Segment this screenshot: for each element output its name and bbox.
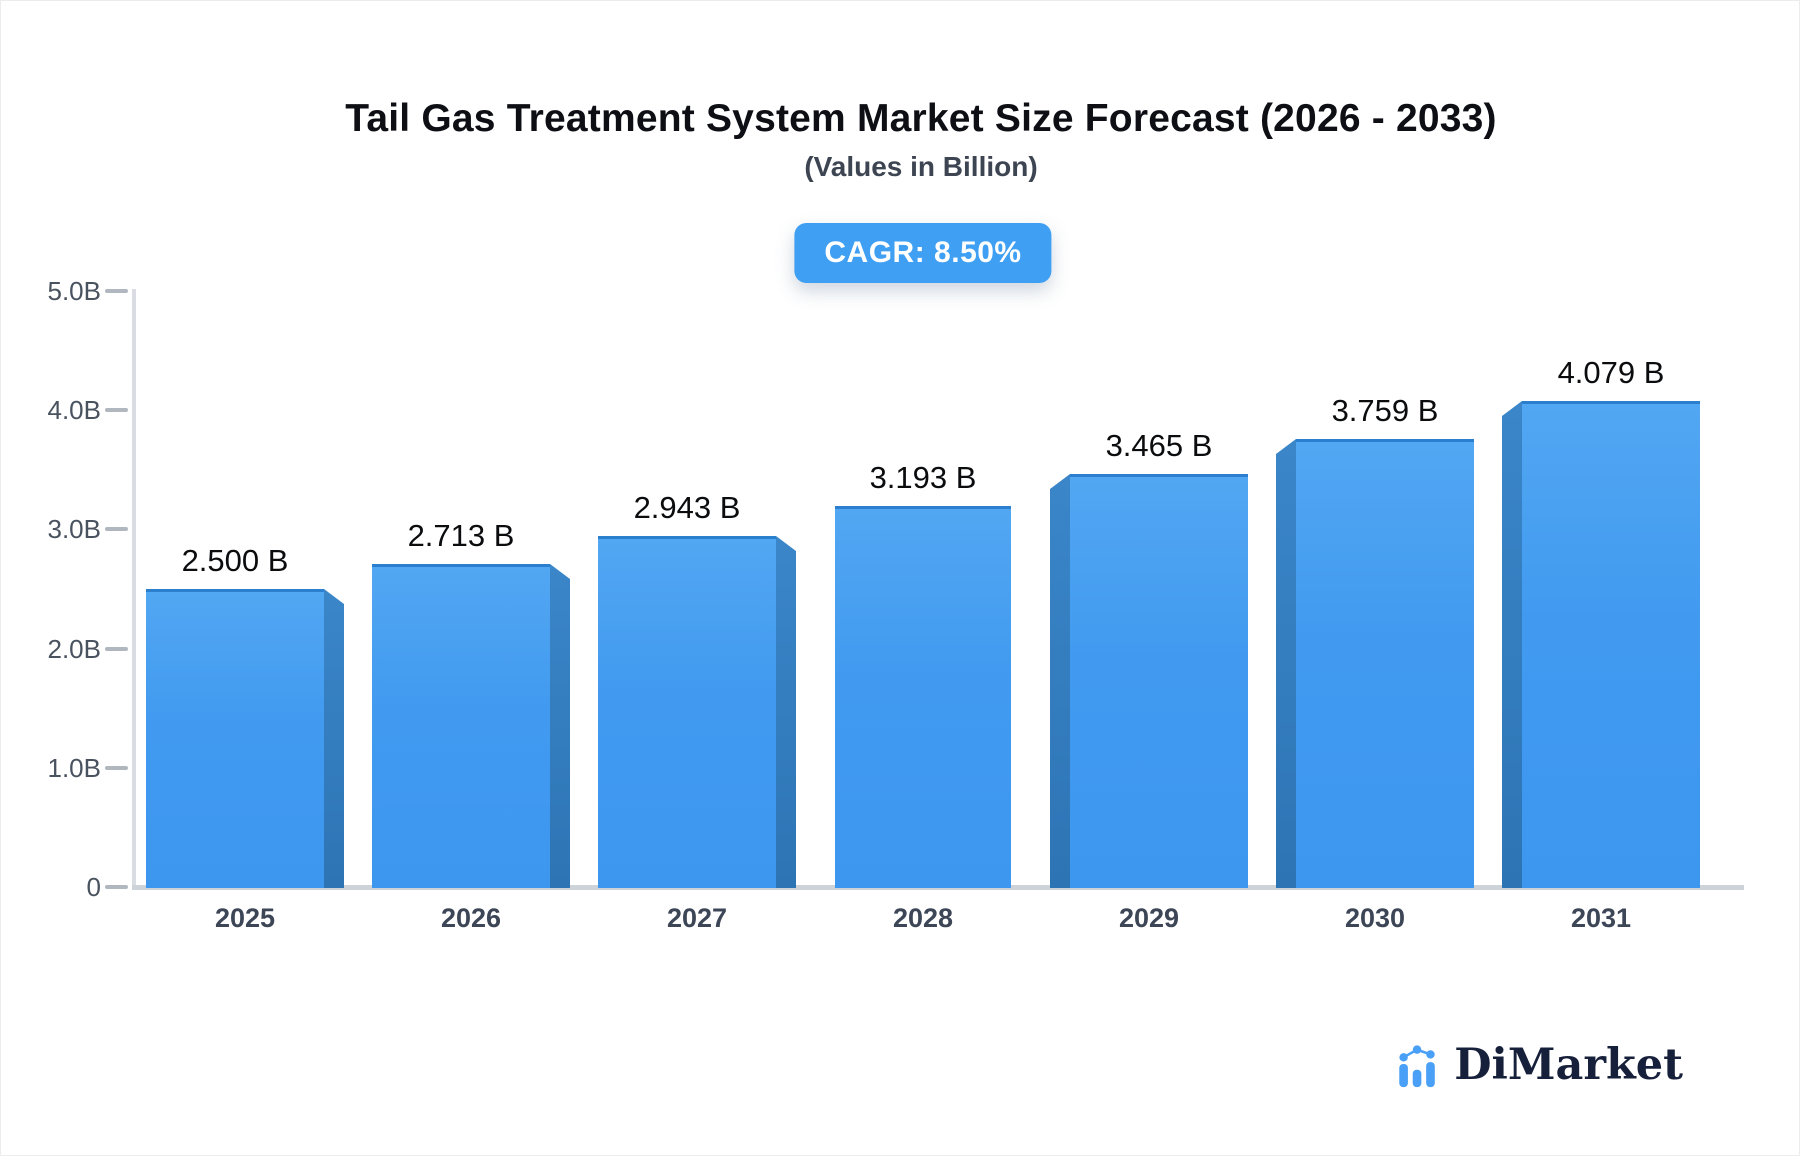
y-axis-tick-label: 5.0B [47, 276, 102, 306]
y-axis-tick-mark [105, 408, 128, 413]
bar-front-face [372, 564, 550, 888]
bar-value-label: 4.079 B [1557, 355, 1665, 390]
bar-side-face [1502, 401, 1522, 888]
x-axis-category-label: 2026 [440, 903, 502, 933]
x-axis-category-label: 2031 [1570, 903, 1632, 933]
bar-value-label: 3.465 B [1105, 428, 1213, 463]
bar-front-face [835, 506, 1011, 888]
logo-text: DiMarket [1454, 1040, 1683, 1090]
chart-subtitle: (Values in Billion) [804, 151, 1038, 182]
bar-value-label: 2.500 B [181, 543, 289, 578]
bar-side-face [776, 536, 796, 888]
y-axis-tick-mark [105, 289, 128, 293]
bar-side-face [1050, 474, 1070, 888]
bar-value-label: 2.943 B [633, 490, 741, 525]
bar-side-face [1276, 439, 1296, 888]
y-axis-tick-label: 3.0B [47, 514, 102, 545]
y-axis-tick-label: 4.0B [47, 395, 102, 426]
y-axis-tick-mark [105, 527, 128, 532]
bar-2025 [146, 589, 344, 888]
bar-value-label: 3.759 B [1331, 393, 1439, 428]
bar-2030 [1276, 439, 1474, 888]
bar-2026 [372, 564, 570, 888]
mini-bar-chart-trend-icon [1399, 1045, 1436, 1088]
x-axis-category-label: 2025 [214, 903, 276, 933]
y-axis-tick-label: 2.0B [47, 633, 102, 664]
bar-2027 [598, 536, 796, 888]
y-axis-tick-mark [105, 885, 128, 889]
bar-value-label: 3.193 B [869, 460, 977, 495]
y-axis-tick-mark [105, 765, 128, 770]
bar-front-face [1522, 401, 1700, 888]
bar-value-label: 2.713 B [407, 518, 515, 553]
bar-side-face [550, 564, 570, 888]
x-axis-category-label: 2029 [1118, 903, 1180, 933]
bar-front-face [598, 536, 776, 888]
y-axis-tick-label: 0 [86, 872, 101, 902]
bar-front-face [1070, 474, 1248, 888]
dimarket-logo: DiMarket [1394, 1041, 1683, 1089]
bar-2031 [1502, 401, 1700, 888]
bar-front-face [1296, 439, 1474, 888]
y-axis-tick-label: 1.0B [47, 752, 102, 783]
bar-2028 [824, 506, 1022, 888]
bar-side-face [324, 589, 344, 888]
y-axis-tick-mark [105, 646, 128, 651]
bar-front-face [146, 589, 324, 888]
y-axis-line [132, 289, 136, 889]
chart-title: Tail Gas Treatment System Market Size Fo… [345, 97, 1497, 140]
x-axis-category-label: 2028 [892, 903, 954, 933]
bar-2029 [1050, 474, 1248, 888]
x-axis-category-label: 2030 [1344, 903, 1406, 933]
cagr-badge: CAGR: 8.50% [794, 223, 1052, 283]
x-axis-category-label: 2027 [666, 903, 728, 933]
